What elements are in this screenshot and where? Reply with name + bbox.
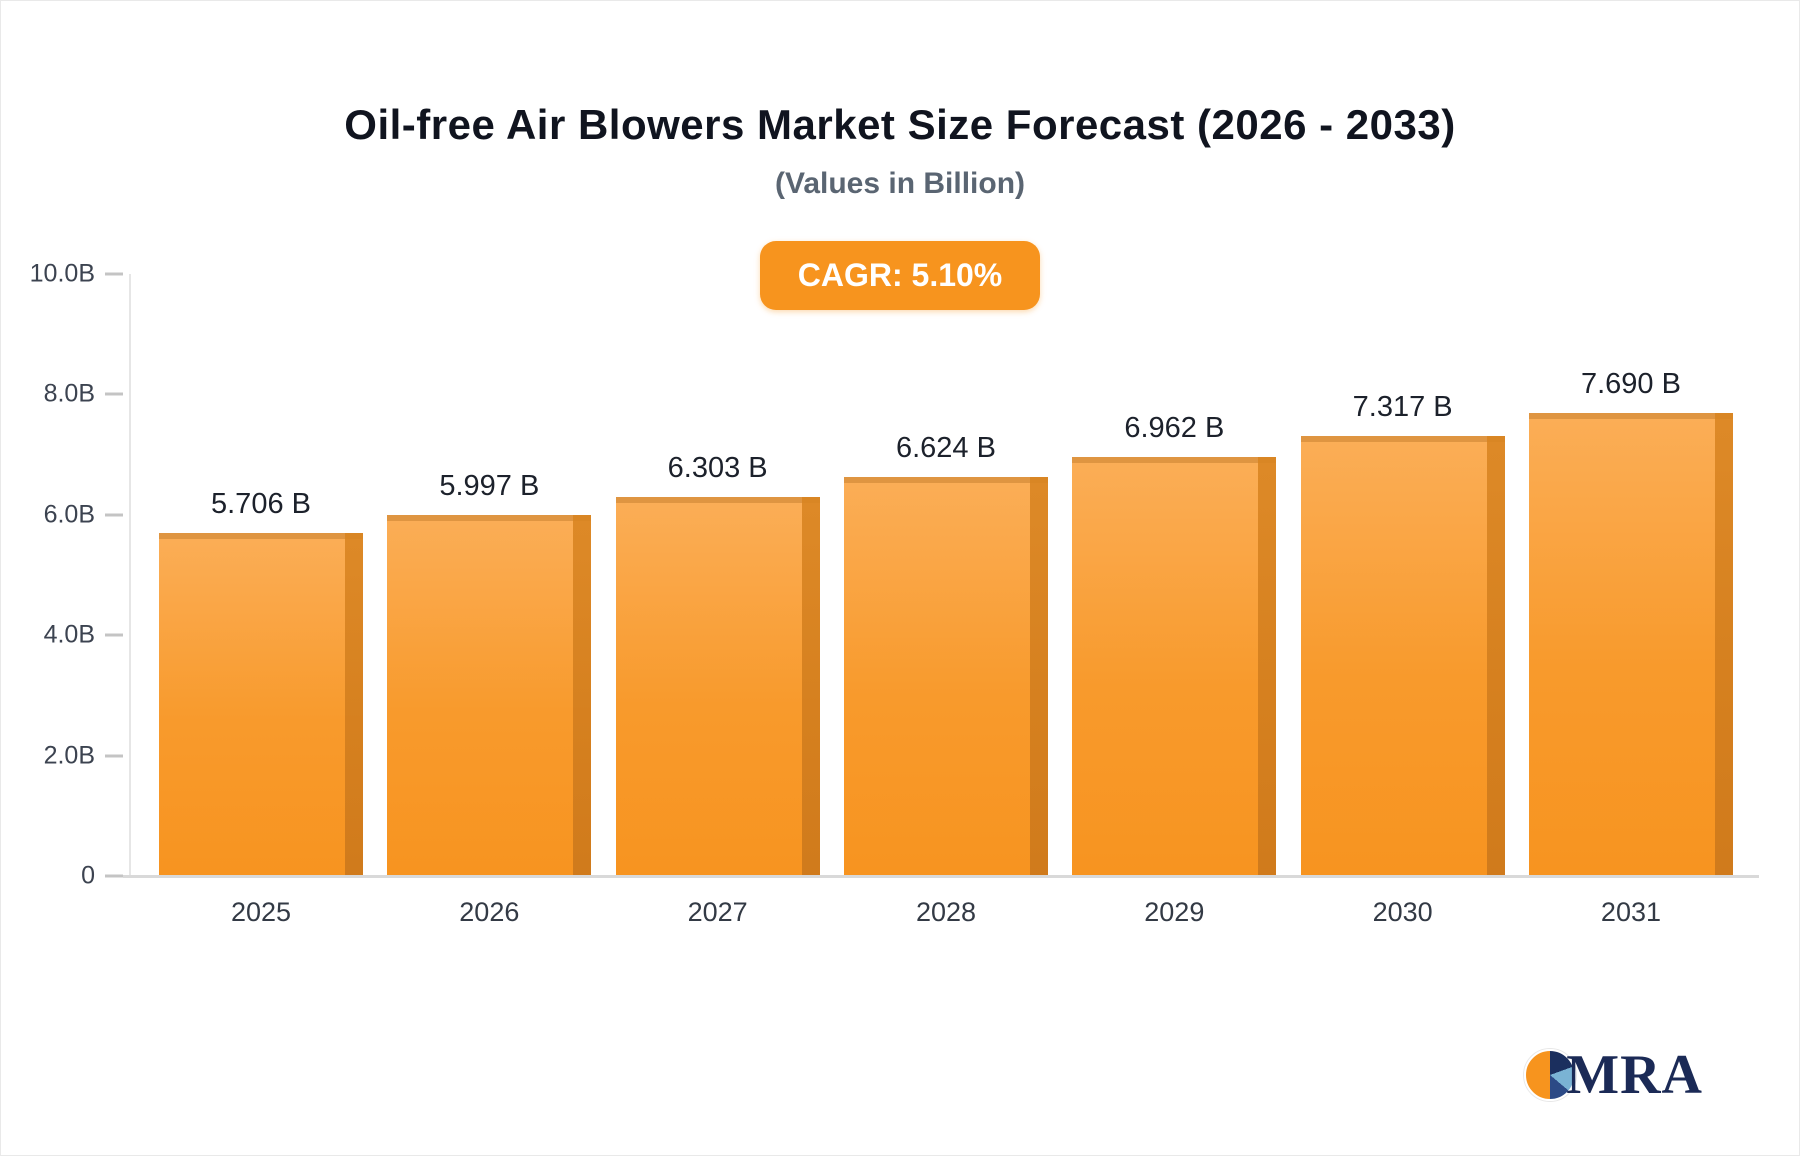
bar-value-label: 7.317 B: [1352, 390, 1453, 423]
bar: [1528, 413, 1733, 876]
y-axis-label: 0: [81, 861, 95, 890]
bar-value-label: 5.706 B: [211, 487, 311, 520]
bar: [387, 514, 592, 877]
logo-pie-icon: [1524, 1049, 1577, 1101]
y-axis-tick-mark: [105, 513, 123, 517]
bar-group: 5.706 B 2025: [159, 487, 363, 927]
bar: [1300, 435, 1505, 877]
y-axis-label: 8.0B: [43, 379, 95, 408]
x-axis-label: 2025: [230, 897, 292, 927]
x-axis-label: 2031: [1600, 897, 1661, 927]
y-axis-tick: 8.0B: [5, 380, 129, 409]
bar-value-label: 6.624 B: [895, 432, 996, 465]
bars-container: 5.706 B 2025 5.997 B 2026 6.303 B 2027 6.624 B…: [131, 274, 1759, 927]
y-axis-tick: 4.0B: [5, 621, 129, 650]
y-axis-tick-mark: [105, 633, 123, 637]
plot-area: 0 2.0B 4.0B 6.0B 8.0B 10.0B 5.706 B 2025 5.997 B…: [30, 260, 1759, 927]
bar: [843, 477, 1048, 876]
bar-group: 5.997 B 2026: [387, 469, 592, 927]
x-axis-label: 2027: [687, 897, 748, 927]
logo-text: MRA: [1566, 1044, 1703, 1106]
bar-group: 6.303 B 2027: [615, 451, 820, 927]
y-axis-tick: 6.0B: [5, 500, 129, 529]
y-axis-tick: 0: [5, 862, 129, 891]
bar-group: 6.624 B 2028: [843, 432, 1048, 927]
chart-subtitle: (Values in Billion): [774, 167, 1026, 200]
y-axis-label: 4.0B: [43, 620, 95, 649]
brand-logo: MRA: [1524, 1043, 1703, 1107]
y-axis-label: 6.0B: [43, 500, 95, 529]
y-axis-tick-mark: [105, 754, 123, 758]
bar-value-label: 6.962 B: [1124, 411, 1225, 444]
badge-row: CAGR: 5.10%: [1, 241, 1799, 310]
bar-group: 7.690 B 2031: [1528, 368, 1733, 927]
bar: [159, 532, 363, 876]
bar-group: 6.962 B 2029: [1072, 411, 1277, 927]
x-axis-label: 2030: [1372, 897, 1433, 927]
bar-value-label: 5.997 B: [439, 469, 540, 502]
y-axis-label: 2.0B: [43, 741, 95, 770]
bar: [1072, 456, 1277, 877]
x-axis-label: 2026: [459, 897, 520, 927]
chart: 0 2.0B 4.0B 6.0B 8.0B 10.0B 5.706 B 2025 5.997 B…: [1, 260, 1799, 927]
y-axis-tick-mark: [105, 874, 123, 878]
x-axis-label: 2029: [1144, 897, 1205, 927]
cagr-badge: CAGR: 5.10%: [759, 241, 1041, 310]
chart-title: Oil-free Air Blowers Market Size Forecas…: [344, 101, 1456, 148]
bar: [615, 496, 820, 877]
y-axis-tick: 2.0B: [5, 741, 129, 770]
x-axis-label: 2028: [915, 897, 977, 927]
bar-group: 7.317 B 2030: [1300, 390, 1505, 927]
bar-value-label: 6.303 B: [667, 451, 768, 484]
y-axis-tick-mark: [105, 392, 123, 396]
bar-value-label: 7.690 B: [1580, 368, 1681, 401]
